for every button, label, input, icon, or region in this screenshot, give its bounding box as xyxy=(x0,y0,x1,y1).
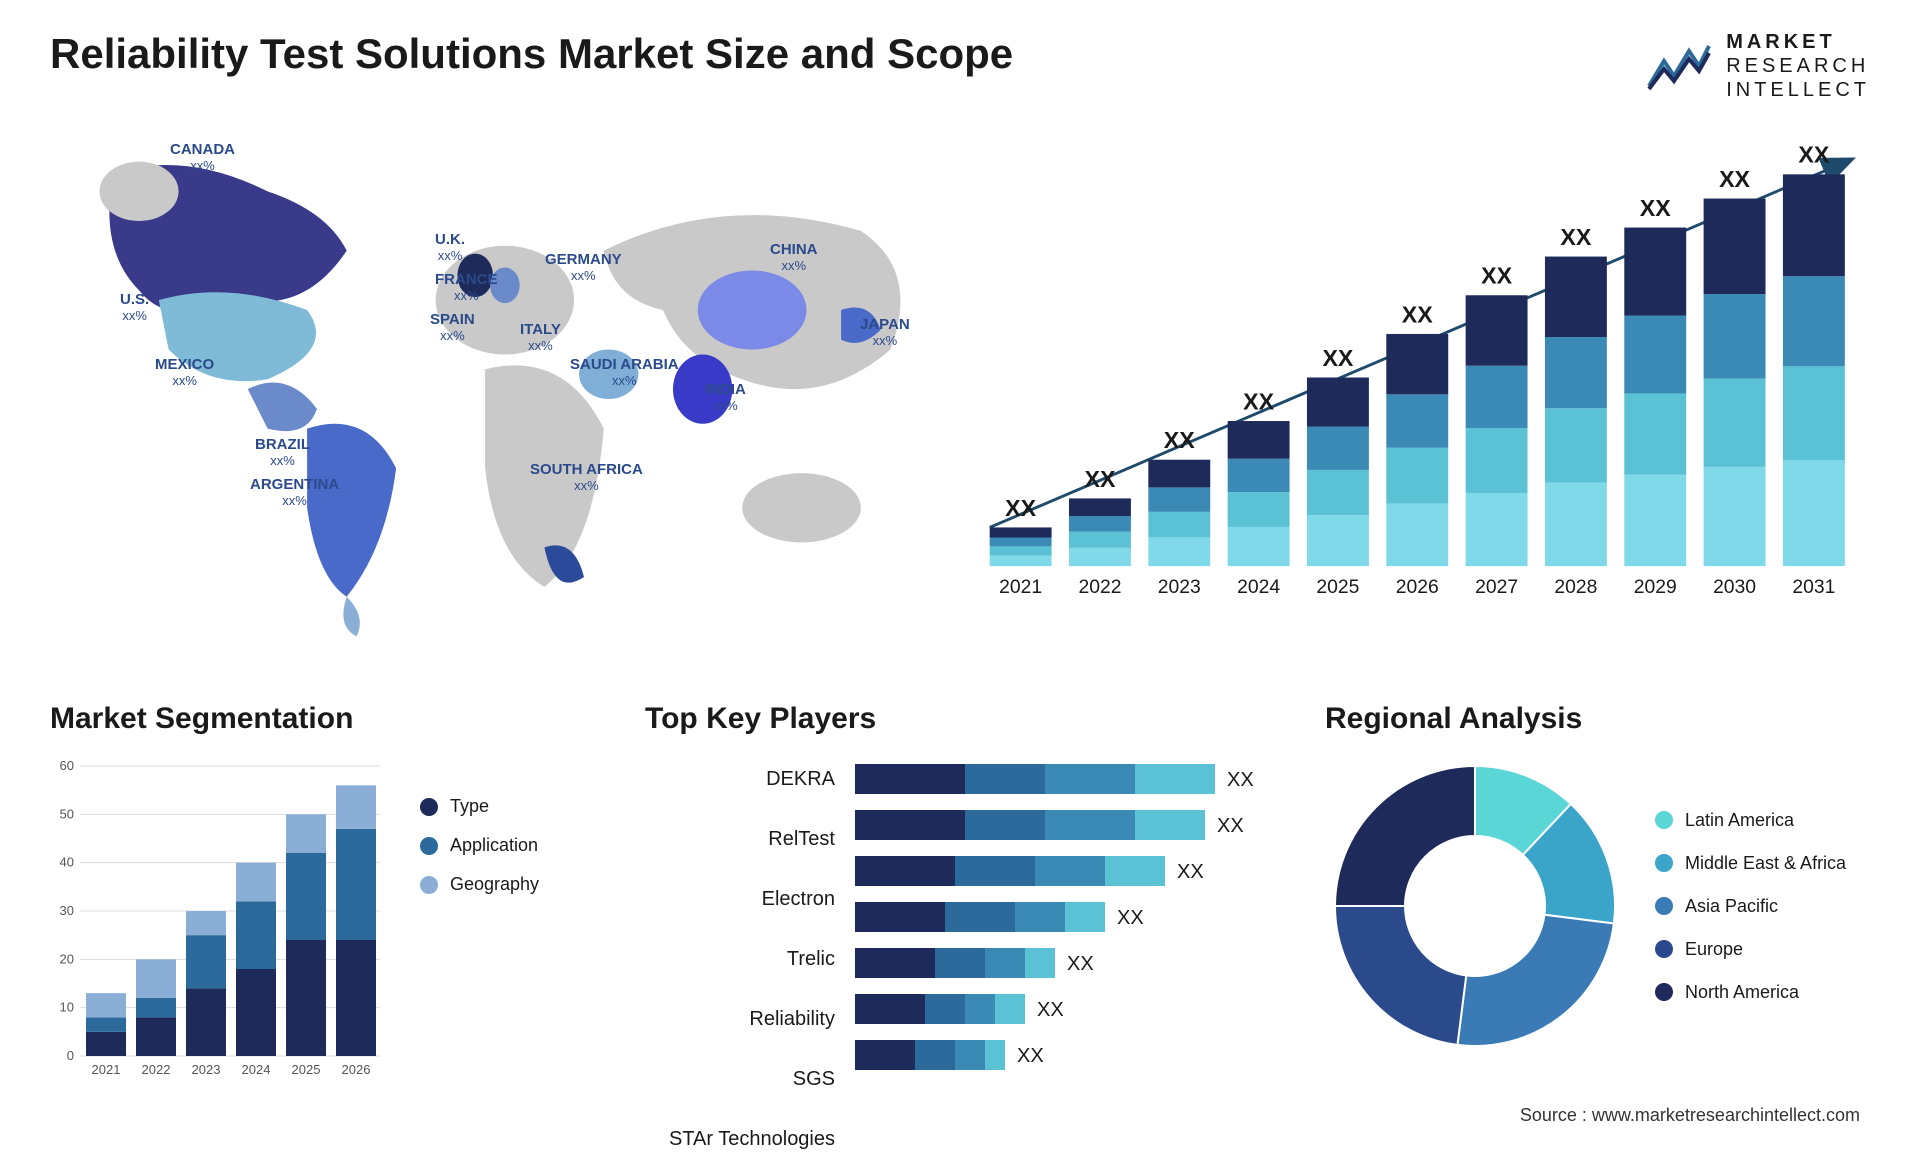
svg-text:2030: 2030 xyxy=(1713,576,1756,598)
svg-text:2026: 2026 xyxy=(1396,576,1439,598)
legend-item: Middle East & Africa xyxy=(1655,853,1846,874)
svg-text:2021: 2021 xyxy=(92,1062,121,1077)
map-country-label: ITALYxx% xyxy=(520,322,561,353)
page-title: Reliability Test Solutions Market Size a… xyxy=(50,30,1013,78)
svg-text:2027: 2027 xyxy=(1475,576,1518,598)
world-map-panel: CANADAxx% U.S.xx% MEXICOxx% BRAZILxx% ARGENT… xyxy=(50,132,940,652)
regional-panel: Regional Analysis Latin America Middle Ea… xyxy=(1325,702,1870,1170)
svg-text:30: 30 xyxy=(60,903,74,918)
map-country-label: GERMANYxx% xyxy=(545,252,622,283)
map-country-label: CANADAxx% xyxy=(170,142,235,173)
svg-text:2024: 2024 xyxy=(242,1062,271,1077)
map-country-label: BRAZILxx% xyxy=(255,437,310,468)
players-title: Top Key Players xyxy=(645,702,1275,736)
map-country-label: INDIAxx% xyxy=(705,382,746,413)
map-country-label: U.K.xx% xyxy=(435,232,465,263)
player-name: STAr Technologies xyxy=(645,1124,835,1170)
players-chart: XX XX XX XX XX XX XX xyxy=(855,756,1275,1086)
segmentation-chart: 0 10 20 30 40 50 60 2021 2022 2023 2024 2025 2026 xyxy=(50,756,390,1086)
svg-text:2022: 2022 xyxy=(142,1062,171,1077)
legend-item: Asia Pacific xyxy=(1655,896,1846,917)
svg-text:XX: XX xyxy=(1481,263,1512,289)
map-country-label: SOUTH AFRICAxx% xyxy=(530,462,643,493)
svg-text:40: 40 xyxy=(60,855,74,870)
svg-text:XX: XX xyxy=(1719,166,1750,192)
map-country-label: ARGENTINAxx% xyxy=(250,477,339,508)
svg-text:XX: XX xyxy=(1177,861,1204,883)
svg-text:2029: 2029 xyxy=(1634,576,1677,598)
regional-legend: Latin America Middle East & Africa Asia Pa… xyxy=(1655,810,1846,1003)
svg-text:2021: 2021 xyxy=(999,576,1042,598)
svg-text:2026: 2026 xyxy=(342,1062,371,1077)
legend-item: Geography xyxy=(420,874,539,895)
svg-text:20: 20 xyxy=(60,951,74,966)
svg-text:XX: XX xyxy=(1164,427,1195,453)
legend-item: Latin America xyxy=(1655,810,1846,831)
svg-text:2023: 2023 xyxy=(192,1062,221,1077)
segmentation-title: Market Segmentation xyxy=(50,702,595,736)
map-country-label: CHINAxx% xyxy=(770,242,818,273)
header: Reliability Test Solutions Market Size a… xyxy=(50,30,1870,102)
segmentation-legend: Type Application Geography xyxy=(420,796,539,895)
player-name: Electron xyxy=(645,884,835,930)
player-name: Trelic xyxy=(645,944,835,990)
svg-text:2031: 2031 xyxy=(1792,576,1835,598)
svg-text:50: 50 xyxy=(60,806,74,821)
svg-text:2025: 2025 xyxy=(292,1062,321,1077)
svg-text:XX: XX xyxy=(1560,224,1591,250)
legend-item: Type xyxy=(420,796,539,817)
svg-text:10: 10 xyxy=(60,1000,74,1015)
svg-text:0: 0 xyxy=(67,1048,74,1063)
map-country-label: MEXICOxx% xyxy=(155,357,214,388)
legend-item: Europe xyxy=(1655,939,1846,960)
player-name: Reliability xyxy=(645,1004,835,1050)
svg-text:XX: XX xyxy=(1322,345,1353,371)
svg-text:XX: XX xyxy=(1005,495,1036,521)
svg-text:XX: XX xyxy=(1017,1045,1044,1067)
svg-text:XX: XX xyxy=(1067,953,1094,975)
svg-text:XX: XX xyxy=(1798,142,1829,168)
map-country-label: JAPANxx% xyxy=(860,317,910,348)
players-panel: Top Key Players DEKRA RelTest Electron Trel… xyxy=(645,702,1275,1170)
logo-icon xyxy=(1644,41,1714,91)
brand-logo: MARKET RESEARCH INTELLECT xyxy=(1644,30,1870,102)
world-map-icon xyxy=(50,132,940,646)
map-country-label: U.S.xx% xyxy=(120,292,149,323)
svg-text:2022: 2022 xyxy=(1078,576,1121,598)
svg-text:XX: XX xyxy=(1640,195,1671,221)
regional-donut-chart xyxy=(1325,756,1625,1056)
logo-line3: INTELLECT xyxy=(1726,78,1870,102)
svg-text:XX: XX xyxy=(1243,388,1274,414)
source-attribution: Source : www.marketresearchintellect.com xyxy=(1520,1105,1860,1126)
segmentation-panel: Market Segmentation 0 10 20 30 40 50 60 2021 202… xyxy=(50,702,595,1170)
legend-item: Application xyxy=(420,835,539,856)
player-name: RelTest xyxy=(645,824,835,870)
svg-text:2025: 2025 xyxy=(1316,576,1359,598)
player-name: DEKRA xyxy=(645,764,835,810)
player-name: SGS xyxy=(645,1064,835,1110)
svg-text:2023: 2023 xyxy=(1158,576,1201,598)
svg-text:2024: 2024 xyxy=(1237,576,1280,598)
svg-text:XX: XX xyxy=(1227,769,1254,791)
svg-text:XX: XX xyxy=(1117,907,1144,929)
logo-line2: RESEARCH xyxy=(1726,54,1870,78)
svg-text:XX: XX xyxy=(1084,466,1115,492)
players-labels: DEKRA RelTest Electron Trelic Reliability SGS… xyxy=(645,756,835,1170)
svg-text:XX: XX xyxy=(1037,999,1064,1021)
main-growth-chart: XX 2021 XX 2022 XX 2023 XX 2024 XX 2025 XX 2026 XX 20… xyxy=(980,132,1870,652)
svg-text:XX: XX xyxy=(1217,815,1244,837)
svg-text:60: 60 xyxy=(60,758,74,773)
svg-text:XX: XX xyxy=(1402,301,1433,327)
legend-item: North America xyxy=(1655,982,1846,1003)
logo-line1: MARKET xyxy=(1726,30,1870,54)
regional-title: Regional Analysis xyxy=(1325,702,1870,736)
map-country-label: FRANCExx% xyxy=(435,272,498,303)
map-country-label: SPAINxx% xyxy=(430,312,475,343)
svg-text:2028: 2028 xyxy=(1554,576,1597,598)
map-country-label: SAUDI ARABIAxx% xyxy=(570,357,679,388)
